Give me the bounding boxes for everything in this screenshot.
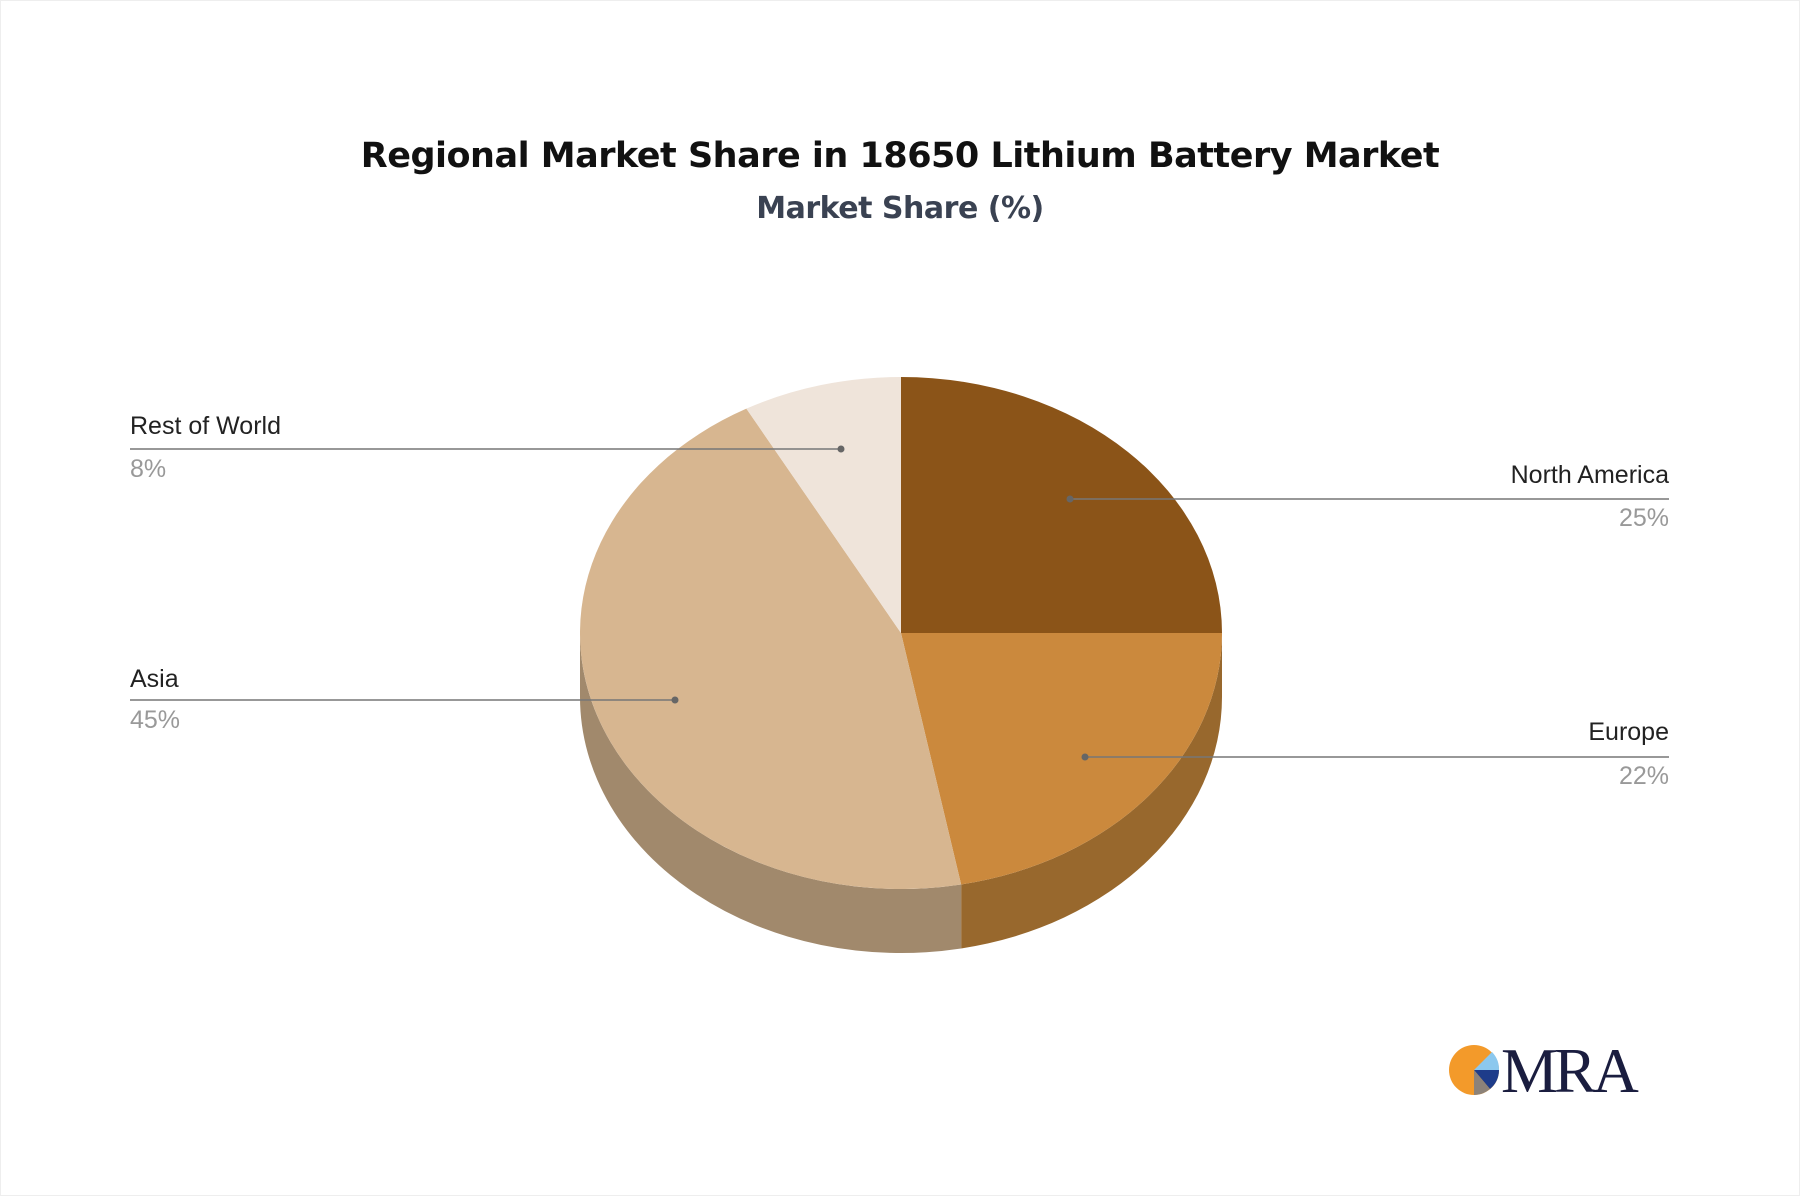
value-north-america: 25% [1618, 504, 1669, 532]
chart-title: Regional Market Share in 18650 Lithium B… [360, 136, 1440, 176]
pie-slice-asia[interactable] [579, 408, 962, 889]
label-rest-of-world: Rest of World [130, 412, 281, 440]
chart-subtitle: Market Share (%) [756, 191, 1044, 226]
mra-logo: MRA [1448, 1035, 1648, 1106]
pie-slice-rest-of-world[interactable] [746, 377, 901, 633]
logo-pie-icon [1449, 1045, 1500, 1095]
leader-dot-asia [671, 696, 679, 704]
pie-slice-north-america[interactable] [901, 377, 1222, 633]
value-rest-of-world: 8% [130, 455, 167, 483]
label-asia: Asia [130, 665, 179, 693]
label-north-america: North America [1510, 461, 1669, 489]
value-europe: 22% [1618, 762, 1669, 790]
leader-dot-north-america [1066, 495, 1074, 503]
logo-text: MRA [1501, 1035, 1639, 1106]
value-asia: 45% [130, 706, 181, 734]
leader-dot-rest-of-world [837, 445, 845, 453]
label-europe: Europe [1588, 718, 1669, 746]
pie-side-asia [580, 633, 962, 954]
pie-slice-europe[interactable] [901, 633, 1222, 885]
leader-dot-europe [1081, 753, 1089, 761]
pie-side-europe [961, 633, 1222, 949]
